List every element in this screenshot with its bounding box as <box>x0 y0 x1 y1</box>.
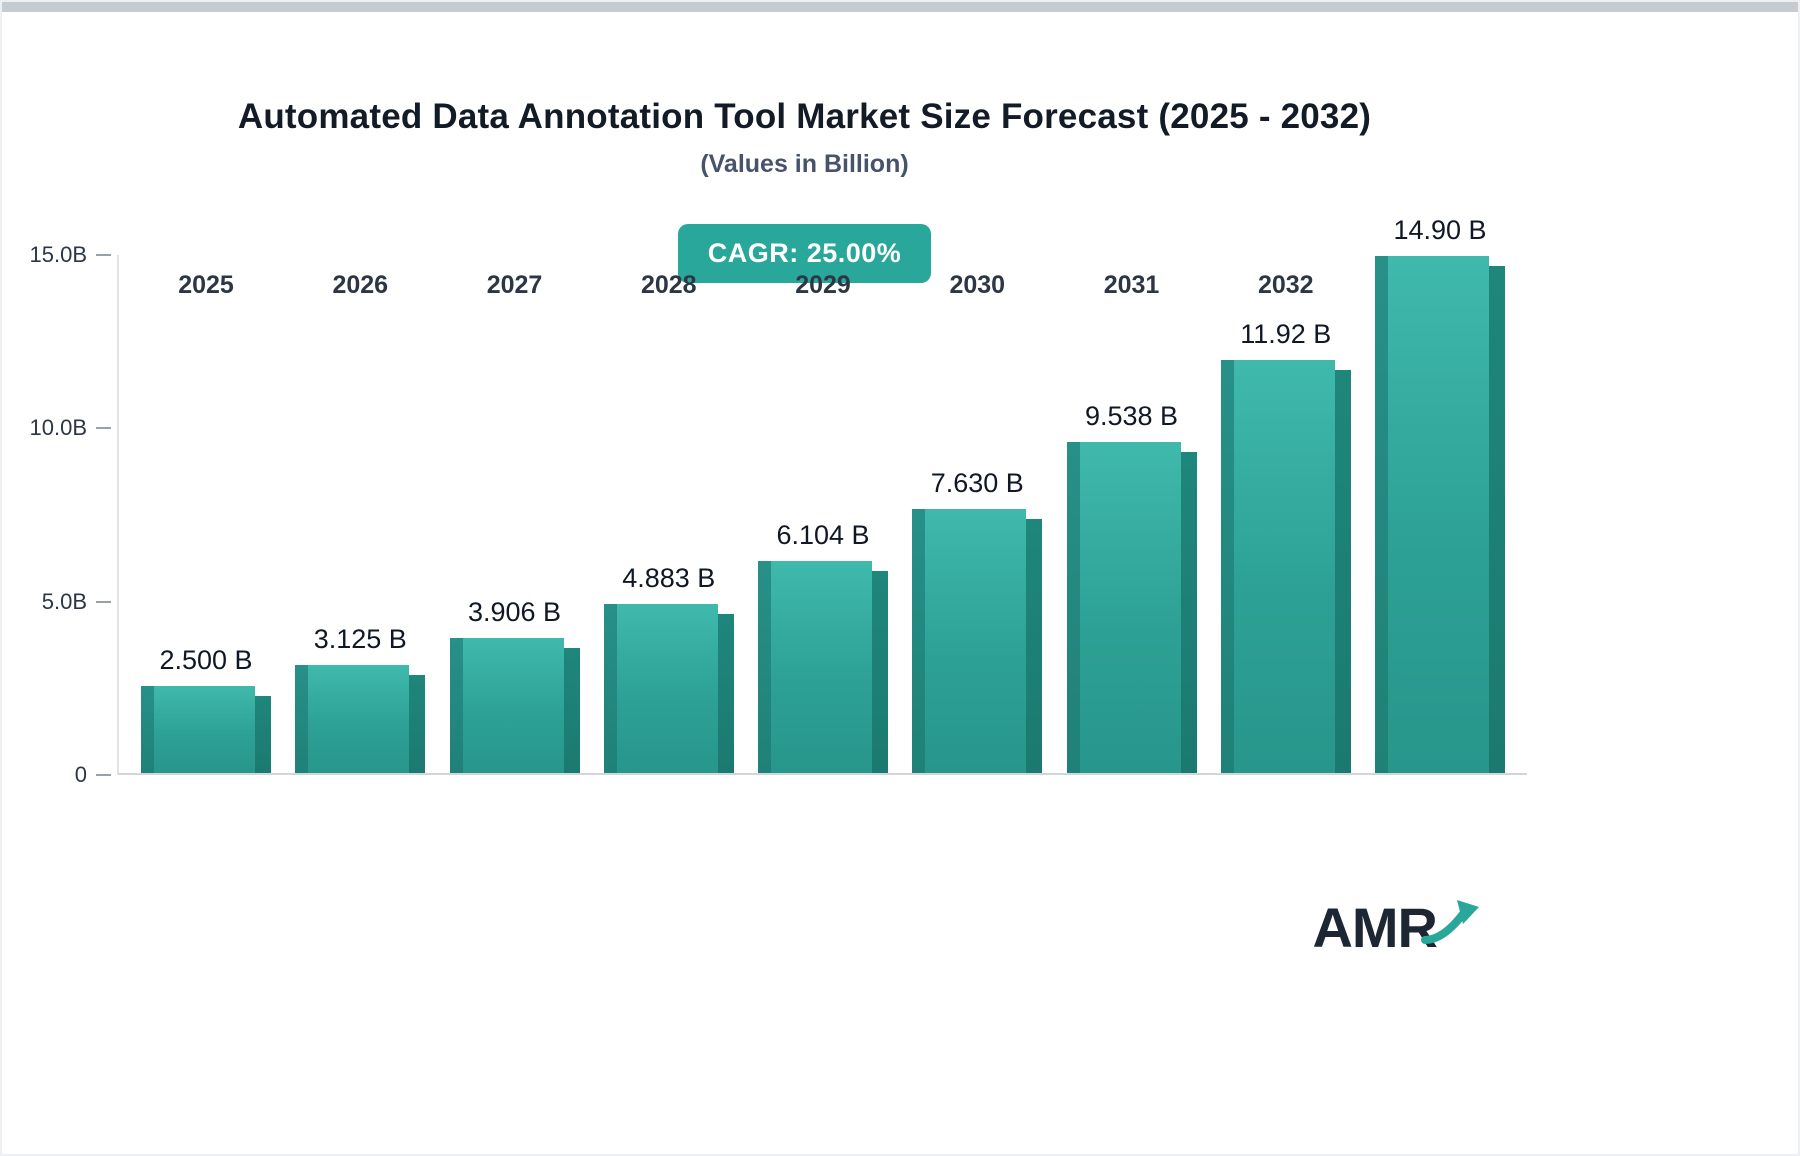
bar-2028[interactable] <box>603 603 734 773</box>
bar-group: 3.906 B <box>449 596 580 773</box>
bar-group: 3.125 B <box>295 623 426 773</box>
y-axis-tick-mark <box>96 600 111 603</box>
bar-right-side-shade <box>1026 518 1043 773</box>
logo-text: AMR <box>1312 896 1438 959</box>
chart-title: Automated Data Annotation Tool Market Si… <box>237 97 1372 136</box>
y-axis-tick-mark <box>96 427 111 430</box>
bar-front-face <box>295 664 410 773</box>
x-axis-label: 2026 <box>332 271 389 299</box>
bar-right-side-shade <box>717 613 734 773</box>
y-axis-tick-mark <box>96 254 111 256</box>
amr-logo: AMR <box>1312 895 1483 960</box>
bar-left-edge-shade <box>295 664 309 773</box>
bar-2030[interactable] <box>912 508 1043 773</box>
bar-right-side-shade <box>1180 452 1197 773</box>
bar-left-edge-shade <box>758 561 771 773</box>
bar-left-edge-shade <box>1220 359 1234 773</box>
bar-front-face <box>449 637 564 773</box>
bar-front-face <box>1220 359 1335 773</box>
bar-front-face <box>603 603 718 773</box>
bar-front-face <box>1066 442 1181 773</box>
bar-value-label: 11.92 B <box>1240 318 1332 349</box>
bar-left-edge-shade <box>603 603 617 773</box>
bar-value-label: 3.906 B <box>467 596 562 627</box>
y-axis-tick: 10.0B <box>30 415 118 441</box>
bar-group: 6.104 B <box>758 520 888 773</box>
x-axis-label: 2029 <box>795 271 851 299</box>
bar-right-side-shade <box>563 647 580 773</box>
bar-group: 2.500 B <box>141 645 271 773</box>
bar-group: 4.883 B <box>603 562 734 773</box>
bar-right-side-shade <box>872 571 888 773</box>
bar-right-side-shade <box>409 674 426 773</box>
bar-front-face <box>758 561 872 773</box>
bar-2032[interactable] <box>1220 359 1351 773</box>
logo-arrow-icon <box>1421 899 1479 944</box>
bar-group: 7.630 B <box>912 467 1043 773</box>
bar-value-label: 4.883 B <box>622 562 716 593</box>
bar-chart: 15.0B 10.0B 5.0B 0 2.500 B 3.125 B 3.906 B 4.8… <box>27 215 1527 787</box>
bars-container: 2.500 B 3.125 B 3.906 B 4.883 B 6.104 B 7.630… <box>119 215 1527 773</box>
y-axis-tick: 0 <box>75 762 117 788</box>
bar-value-label: 2.500 B <box>159 645 253 676</box>
bar-front-face <box>1375 256 1489 773</box>
bar-2026[interactable] <box>295 664 426 773</box>
bar-value-label: 9.538 B <box>1084 401 1179 432</box>
bar-left-edge-shade <box>141 686 154 773</box>
y-axis: 15.0B 10.0B 5.0B 0 <box>27 242 118 787</box>
x-axis-label: 2025 <box>178 271 234 299</box>
x-axis-label: 2030 <box>949 271 1006 299</box>
bar-value-label: 14.90 B <box>1393 215 1487 246</box>
bar-front-face <box>912 508 1027 773</box>
cagr-badge-wrap: CAGR: 25.00% <box>27 224 1582 283</box>
bar-front-face <box>141 686 255 773</box>
bar-2031[interactable] <box>1066 442 1197 773</box>
bar-value-label: 3.125 B <box>313 623 407 654</box>
x-axis-label: 2031 <box>1103 271 1160 299</box>
bar-left-edge-shade <box>1066 442 1080 773</box>
plot-area: 2.500 B 3.125 B 3.906 B 4.883 B 6.104 B 7.630… <box>117 215 1527 775</box>
x-axis-label: 2032 <box>1257 271 1314 299</box>
bar-left-edge-shade <box>1375 256 1388 773</box>
bar-left-edge-shade <box>449 637 463 773</box>
y-axis-tick-label: 15.0B <box>29 242 88 267</box>
chart-subtitle: (Values in Billion) <box>700 150 909 178</box>
bar-2025[interactable] <box>141 686 271 773</box>
y-axis-tick-label: 5.0B <box>41 588 87 614</box>
bar-right-side-shade <box>1334 369 1351 773</box>
x-axis-label: 2027 <box>486 271 543 299</box>
bar-2033[interactable] <box>1375 256 1505 773</box>
y-axis-tick: 5.0B <box>42 589 117 615</box>
y-axis-tick-mark <box>96 774 111 776</box>
bar-2029[interactable] <box>758 561 888 773</box>
y-axis-tick-label: 0 <box>74 762 87 787</box>
bar-2027[interactable] <box>449 637 580 773</box>
bar-value-label: 7.630 B <box>930 467 1024 498</box>
bar-group: 11.92 B <box>1220 318 1351 773</box>
y-axis-tick: 15.0B <box>30 242 118 268</box>
bar-left-edge-shade <box>912 508 926 773</box>
bar-group: 14.90 B <box>1375 215 1505 773</box>
top-window-strip <box>2 2 1798 12</box>
cagr-badge: CAGR: 25.00% <box>677 224 932 283</box>
x-axis-label: 2028 <box>640 271 697 299</box>
y-axis-tick-label: 10.0B <box>29 415 88 441</box>
bar-right-side-shade <box>1489 266 1505 773</box>
bar-right-side-shade <box>255 696 271 773</box>
bar-group: 9.538 B <box>1066 401 1197 773</box>
bar-value-label: 6.104 B <box>776 520 870 551</box>
